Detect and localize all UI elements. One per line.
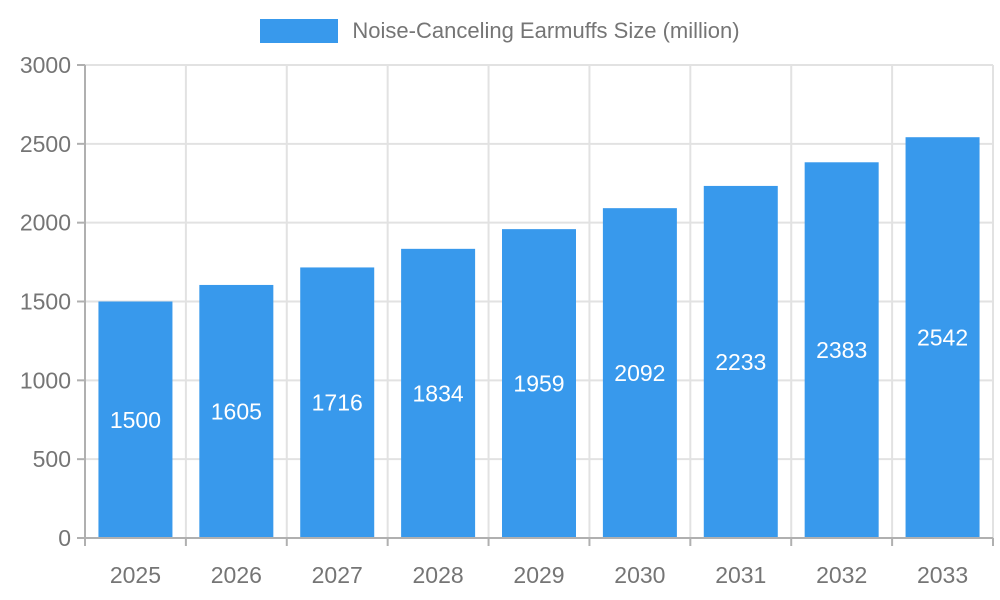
legend-swatch-icon (260, 19, 339, 43)
bar-value-label: 1500 (110, 407, 161, 433)
legend-label: Noise-Canceling Earmuffs Size (million) (352, 18, 740, 43)
bar-value-label: 2383 (816, 337, 867, 363)
x-tick-label: 2031 (715, 562, 766, 588)
bar-value-label: 1834 (413, 380, 464, 406)
y-tick-label: 500 (33, 446, 71, 472)
y-tick-label: 2000 (20, 210, 71, 236)
x-tick-label: 2032 (816, 562, 867, 588)
bar-value-label: 2542 (917, 325, 968, 351)
bar-value-label: 1959 (513, 371, 564, 397)
bar-value-label: 2233 (715, 349, 766, 375)
bar-value-label: 1605 (211, 398, 262, 424)
x-tick-label: 2029 (513, 562, 564, 588)
x-tick-label: 2026 (211, 562, 262, 588)
x-tick-label: 2030 (614, 562, 665, 588)
y-tick-label: 2500 (20, 131, 71, 157)
bar-value-label: 2092 (614, 360, 665, 386)
y-tick-label: 1000 (20, 367, 71, 393)
legend[interactable]: Noise-Canceling Earmuffs Size (million) (0, 18, 1000, 44)
y-tick-label: 0 (58, 525, 71, 551)
bar[interactable] (98, 301, 173, 539)
x-tick-label: 2028 (413, 562, 464, 588)
bar-value-label: 1716 (312, 390, 363, 416)
bar[interactable] (300, 267, 375, 538)
y-tick-label: 3000 (20, 52, 71, 78)
x-tick-label: 2033 (917, 562, 968, 588)
x-tick-label: 2025 (110, 562, 161, 588)
x-tick-label: 2027 (312, 562, 363, 588)
bar[interactable] (502, 229, 576, 539)
bar[interactable] (199, 284, 274, 538)
y-tick-label: 1500 (20, 289, 71, 315)
bar[interactable] (602, 208, 677, 539)
bar[interactable] (703, 185, 778, 538)
bar[interactable] (401, 248, 476, 538)
bar[interactable] (905, 137, 980, 538)
bar[interactable] (804, 162, 879, 538)
